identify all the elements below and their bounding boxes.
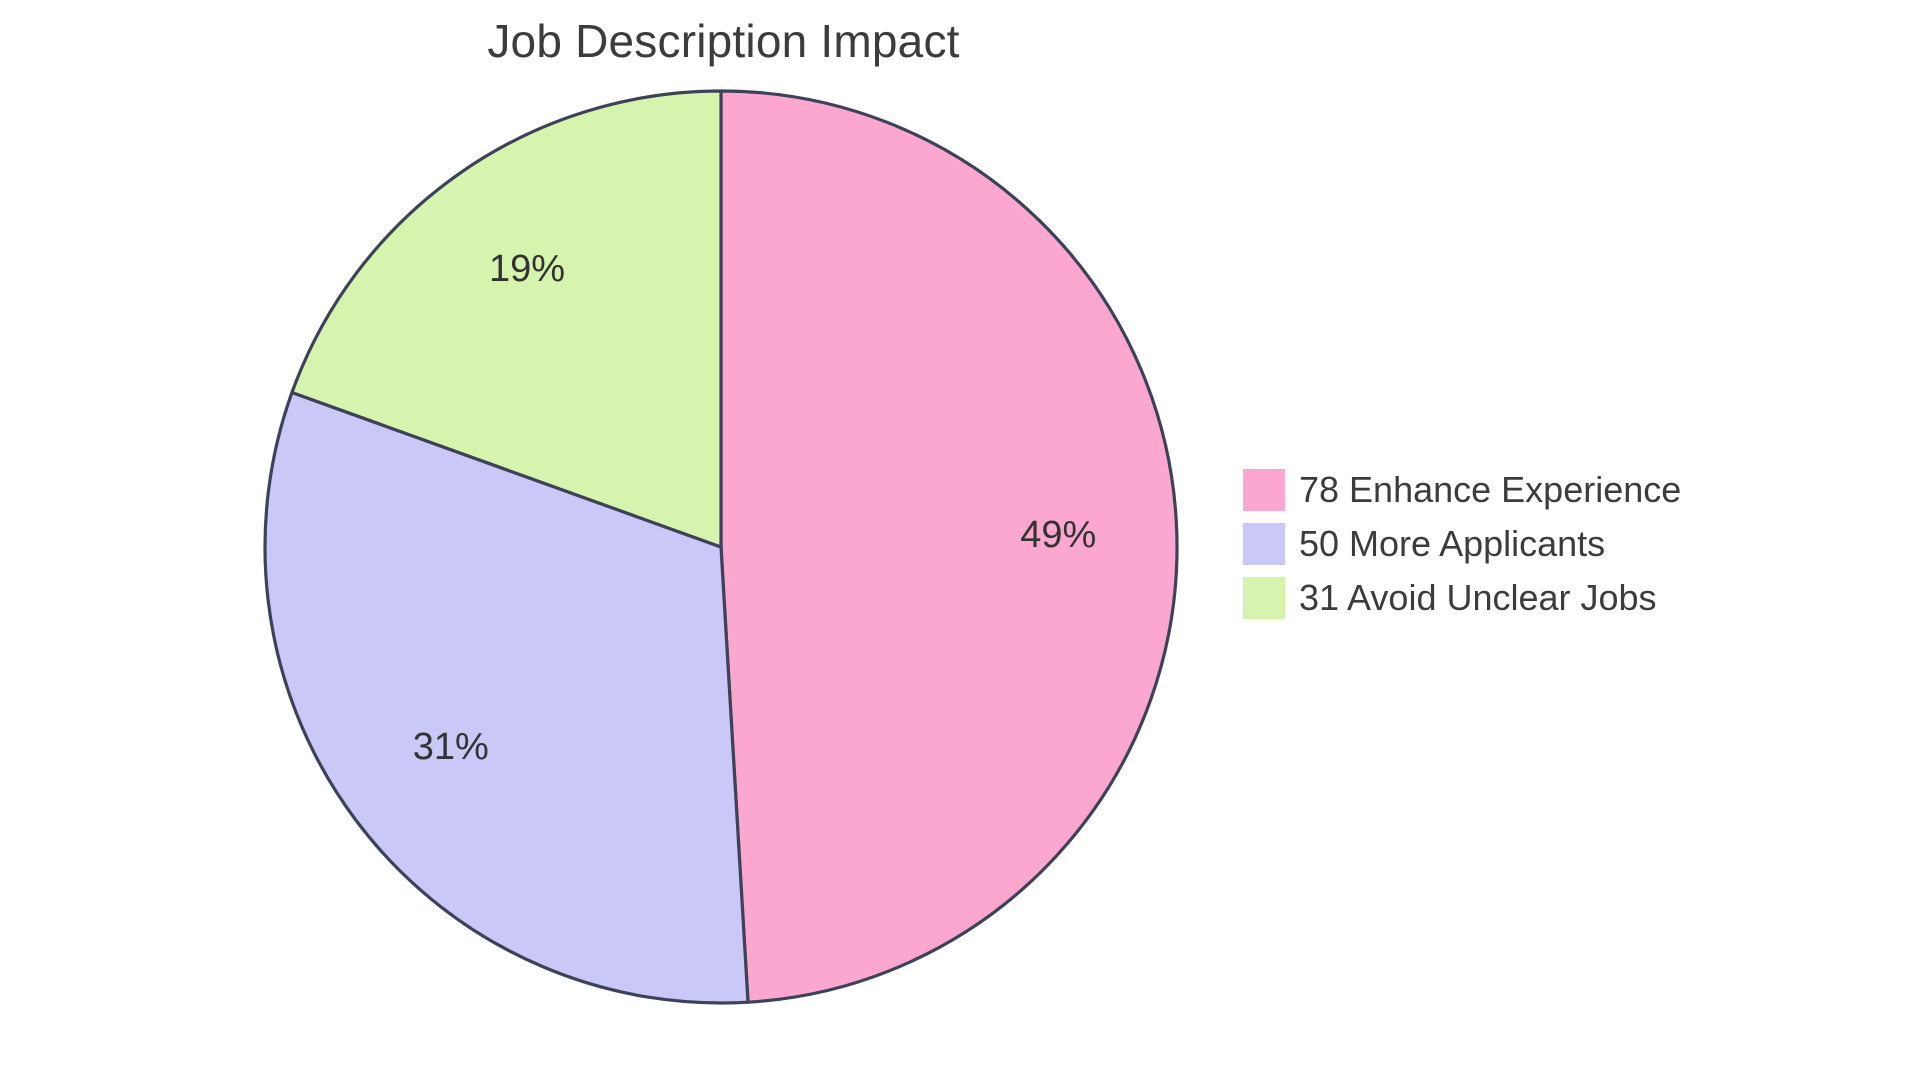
pie-slice[interactable] [263, 390, 750, 1005]
pie-slice-label-group: 49% 31% 19% [413, 248, 1097, 768]
legend-item[interactable]: 78 Enhance Experience [1243, 463, 1681, 517]
pie-slice-percent-label: 19% [489, 248, 565, 290]
pie-slice-group [263, 89, 1179, 1005]
legend-item-label: 31 Avoid Unclear Jobs [1299, 577, 1657, 618]
chart-legend: 78 Enhance Experience 50 More Applicants 3… [1243, 463, 1681, 625]
pie-slice[interactable] [719, 89, 1179, 1004]
legend-item-label: 78 Enhance Experience [1299, 469, 1682, 510]
pie-slice-percent-label: 49% [1020, 514, 1096, 556]
pie-slice[interactable] [290, 89, 723, 549]
legend-item[interactable]: 50 More Applicants [1243, 517, 1681, 571]
legend-item[interactable]: 31 Avoid Unclear Jobs [1243, 571, 1681, 625]
legend-item-label: 50 More Applicants [1299, 523, 1606, 564]
legend-color-swatch [1243, 523, 1285, 565]
legend-color-swatch [1243, 469, 1285, 511]
chart-title: Job Description Impact [487, 15, 960, 67]
legend-color-swatch [1243, 577, 1285, 619]
pie-slice-percent-label: 31% [413, 726, 489, 768]
